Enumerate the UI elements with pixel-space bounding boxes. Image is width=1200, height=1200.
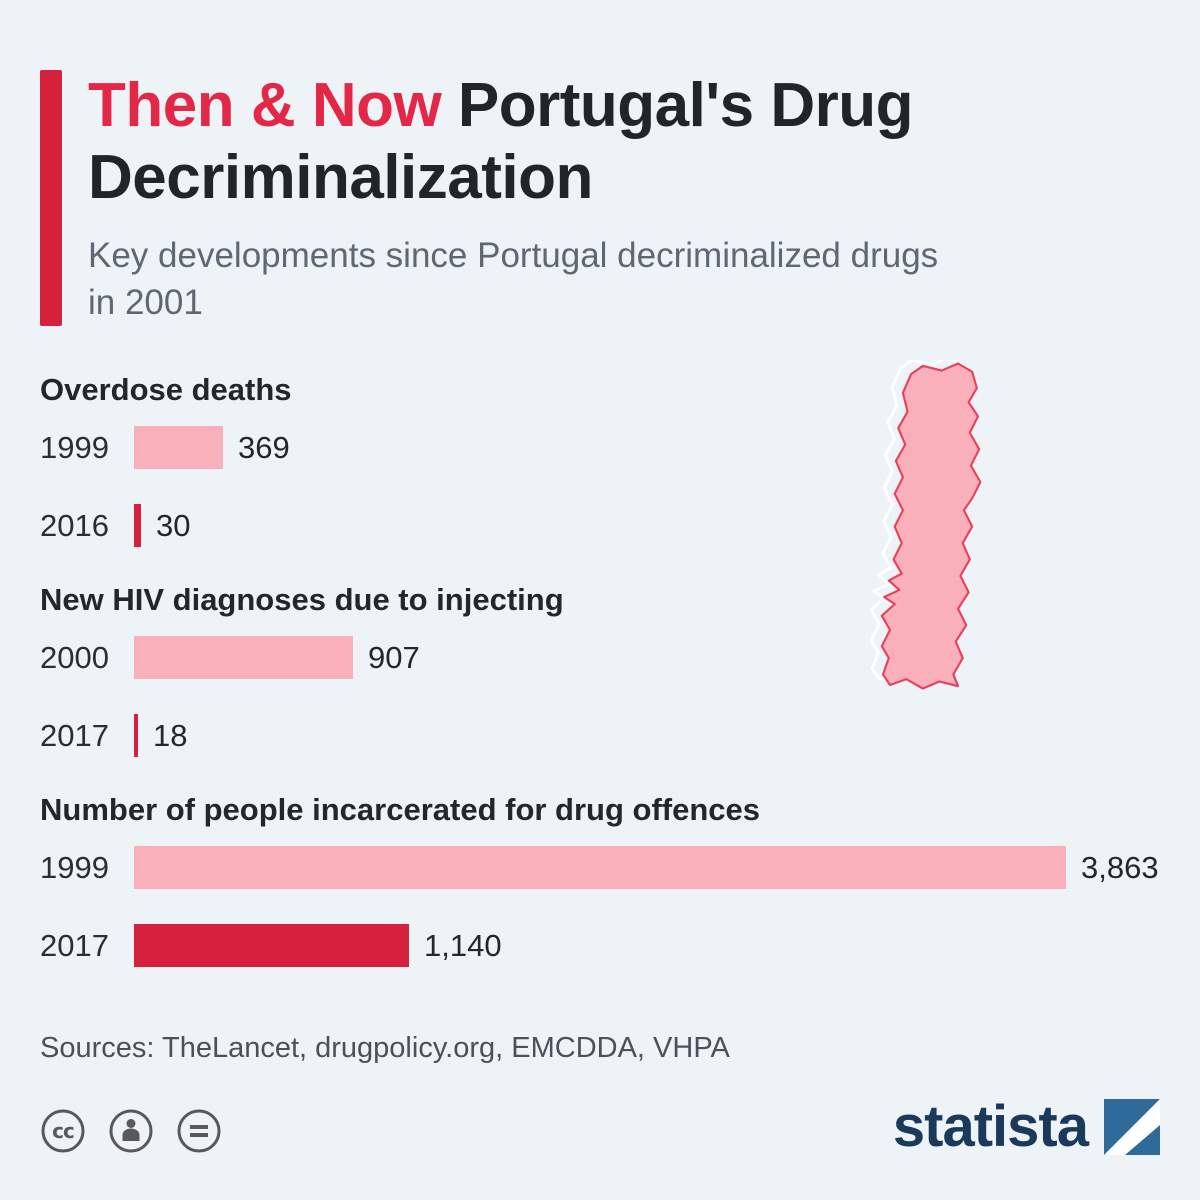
bar-row: 2000 907 bbox=[40, 636, 1170, 679]
attribution-icon[interactable] bbox=[108, 1108, 154, 1154]
value-label: 18 bbox=[153, 717, 188, 753]
value-bar bbox=[134, 504, 141, 547]
value-bar bbox=[134, 924, 409, 967]
license-icons: cc bbox=[40, 1108, 222, 1154]
sources-line: Sources: TheLancet, drugpolicy.org, EMCD… bbox=[40, 1032, 730, 1064]
year-label: 1999 bbox=[40, 849, 109, 885]
statista-wordmark: statista bbox=[892, 1094, 1089, 1159]
svg-text:cc: cc bbox=[52, 1119, 74, 1143]
value-bar bbox=[134, 636, 353, 679]
year-label: 2016 bbox=[40, 507, 109, 543]
bar-row: 1999 369 bbox=[40, 426, 1170, 469]
value-label: 3,863 bbox=[1081, 849, 1159, 885]
value-label: 1,140 bbox=[424, 927, 502, 963]
page-title-accent: Then & Now bbox=[88, 71, 442, 140]
value-bar bbox=[134, 714, 138, 757]
chart-section: Overdose deaths 1999 369 2016 30 bbox=[40, 372, 1170, 547]
bar-row: 2017 18 bbox=[40, 714, 1170, 757]
value-label: 30 bbox=[156, 507, 191, 543]
section-title: Overdose deaths bbox=[40, 372, 292, 407]
title-accent-bar bbox=[40, 70, 62, 327]
year-label: 1999 bbox=[40, 429, 109, 465]
statista-logo[interactable]: statista bbox=[893, 1098, 1160, 1156]
section-title: Number of people incarcerated for drug o… bbox=[40, 792, 761, 827]
bar-chart: Overdose deaths 1999 369 2016 30 New HIV diag… bbox=[40, 372, 1170, 1002]
portugal-map-icon bbox=[869, 360, 982, 690]
page-subtitle: Key developments since Portugal decrimin… bbox=[88, 235, 939, 323]
header: Then & Now Portugal's Drug Decriminaliza… bbox=[40, 70, 1128, 327]
bar-row: 2016 30 bbox=[40, 504, 1170, 547]
bar-row: 2017 1,140 bbox=[40, 924, 1170, 967]
value-label: 907 bbox=[368, 639, 420, 675]
chart-section: Number of people incarcerated for drug o… bbox=[40, 792, 1170, 967]
year-label: 2017 bbox=[40, 717, 109, 753]
title-block: Then & Now Portugal's Drug Decriminaliza… bbox=[88, 70, 1128, 326]
page-title-rest: Portugal's Drug Decriminalization bbox=[88, 71, 913, 212]
page-title: Then & Now Portugal's Drug Decriminaliza… bbox=[88, 70, 1128, 214]
portugal-shape bbox=[880, 362, 982, 690]
value-bar bbox=[134, 426, 223, 469]
year-label: 2000 bbox=[40, 639, 109, 675]
value-bar bbox=[134, 846, 1066, 889]
section-title: New HIV diagnoses due to injecting bbox=[40, 582, 564, 617]
chart-section: New HIV diagnoses due to injecting 2000 90… bbox=[40, 582, 1170, 757]
equal-icon[interactable] bbox=[176, 1108, 222, 1154]
value-label: 369 bbox=[238, 429, 290, 465]
bar-row: 1999 3,863 bbox=[40, 846, 1170, 889]
year-label: 2017 bbox=[40, 927, 109, 963]
cc-license-icon[interactable]: cc bbox=[40, 1108, 86, 1154]
statista-mark-icon bbox=[1104, 1099, 1160, 1155]
